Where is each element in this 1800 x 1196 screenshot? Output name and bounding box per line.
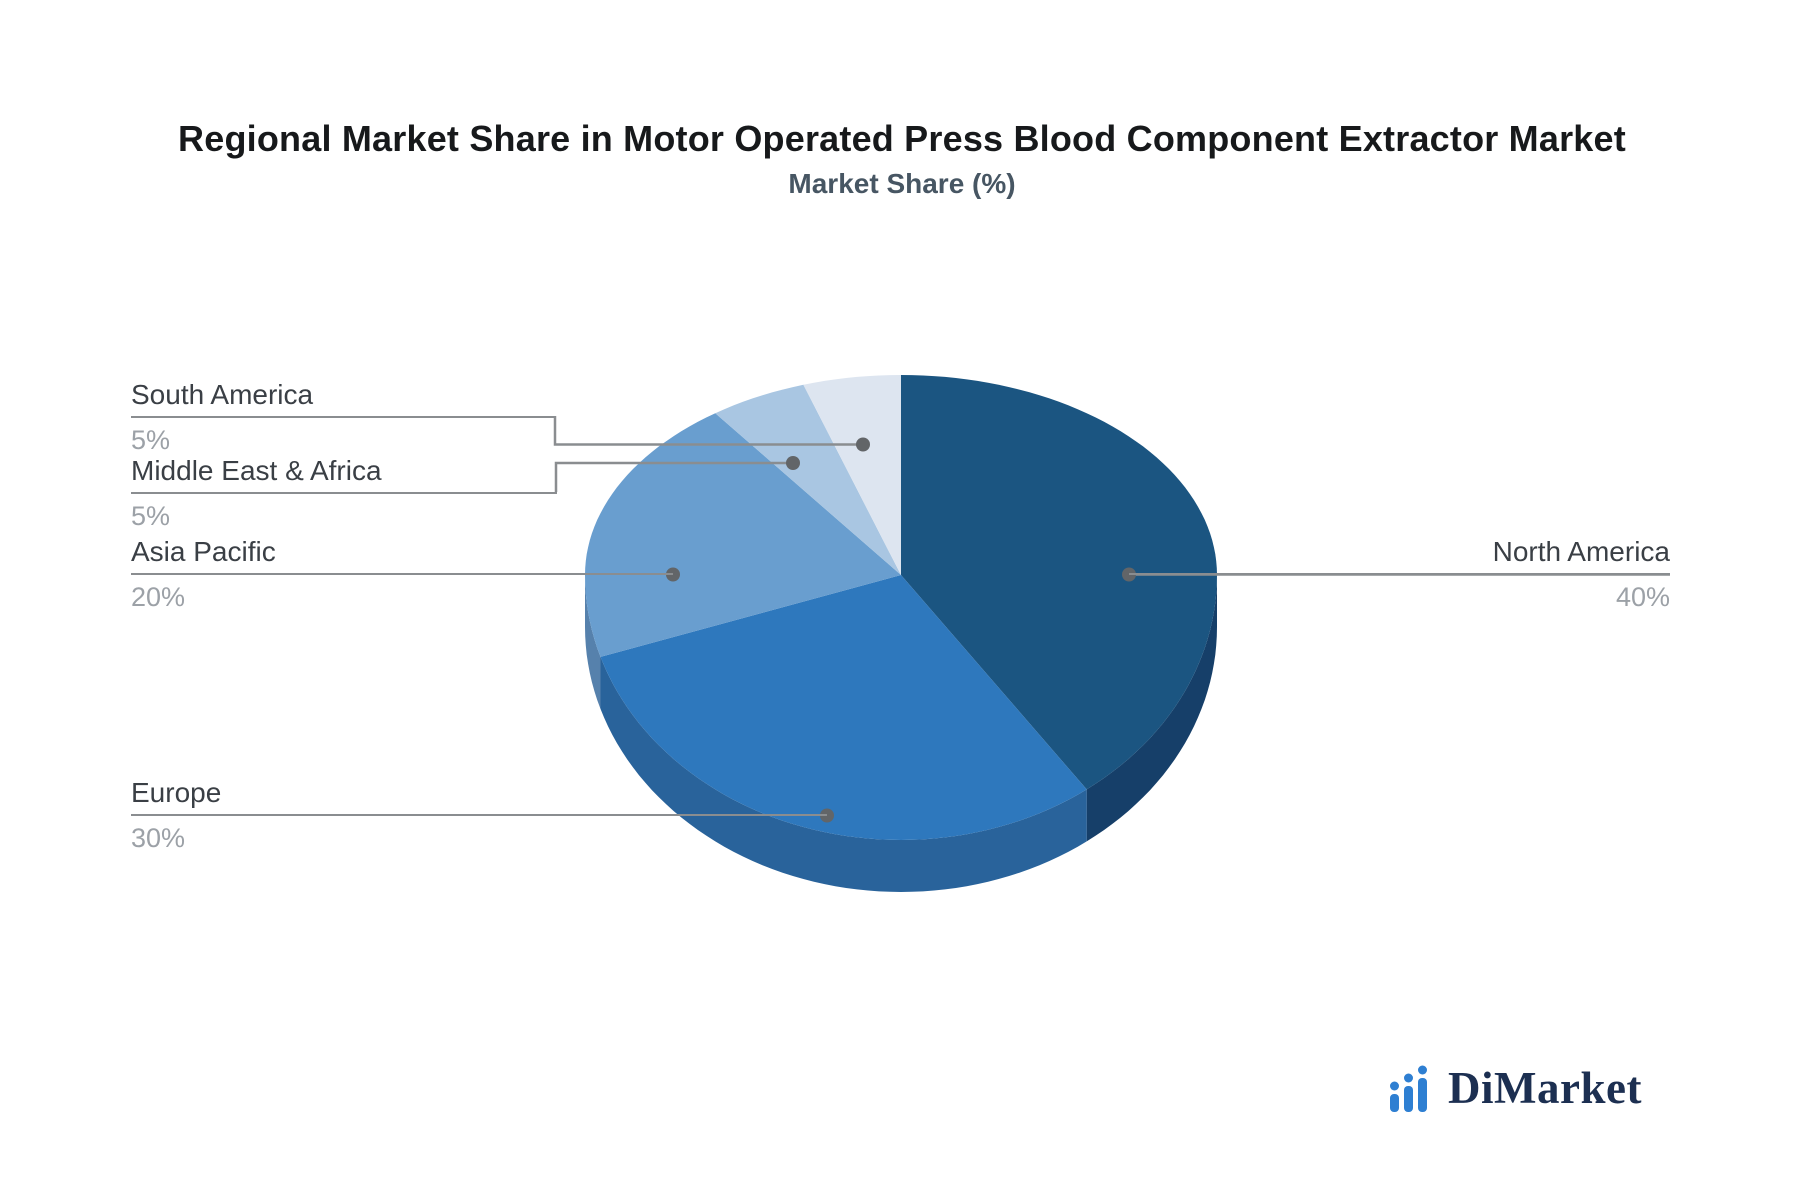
callout-asia-pacific: Asia Pacific 20%: [131, 536, 673, 612]
callout-south-america: South America 5%: [131, 379, 556, 455]
callout-label: Europe: [131, 777, 827, 816]
chart-title: Regional Market Share in Motor Operated …: [178, 118, 1626, 159]
brand-logo: DiMarket: [1388, 1060, 1642, 1116]
logo-bar: [1404, 1086, 1413, 1112]
leader-dot-south-america: [856, 437, 870, 452]
chart-subtitle: Market Share (%): [788, 168, 1016, 199]
callout-europe: Europe 30%: [131, 777, 827, 853]
leader-dot-middle-east-africa: [786, 456, 800, 470]
callout-label: South America: [131, 379, 556, 418]
logo-dot: [1390, 1081, 1399, 1091]
callout-middle-east-africa: Middle East & Africa 5%: [131, 455, 557, 531]
pie-slice-south-america[interactable]: [803, 375, 901, 575]
callout-value: 20%: [131, 582, 186, 612]
leader-dot-asia-pacific: [666, 567, 680, 582]
callout-label: North America: [1129, 536, 1670, 575]
callout-label: Asia Pacific: [131, 536, 673, 575]
callout-value: 5%: [131, 501, 171, 531]
logo-bar: [1390, 1094, 1399, 1112]
pie-slice-europe[interactable]: [600, 575, 1087, 840]
pie-rim-asia-pacific: [585, 575, 601, 709]
callout-value: 40%: [1615, 582, 1670, 612]
callout-value: 5%: [131, 425, 171, 455]
leader-line-south-america: [553, 416, 863, 446]
pie-slice-asia-pacific[interactable]: [585, 413, 901, 657]
logo-dot: [1418, 1065, 1427, 1075]
brand-logo-text: DiMarket: [1448, 1063, 1642, 1113]
bar-chart-icon: [1390, 1065, 1427, 1112]
callout-north-america: North America 40%: [1129, 536, 1670, 612]
pie-slice-middle-east-africa[interactable]: [715, 384, 901, 575]
callout-label: Middle East & Africa: [131, 455, 557, 494]
pie-slice-north-america[interactable]: [901, 375, 1217, 790]
leader-dot-europe: [820, 808, 834, 823]
pie-rim-north-america: [1086, 575, 1217, 842]
callout-value: 30%: [131, 823, 186, 853]
logo-bar: [1418, 1078, 1427, 1112]
logo-dot: [1404, 1073, 1413, 1083]
leader-line-middle-east-africa: [554, 461, 793, 492]
pie-rim-europe: [600, 656, 1087, 892]
